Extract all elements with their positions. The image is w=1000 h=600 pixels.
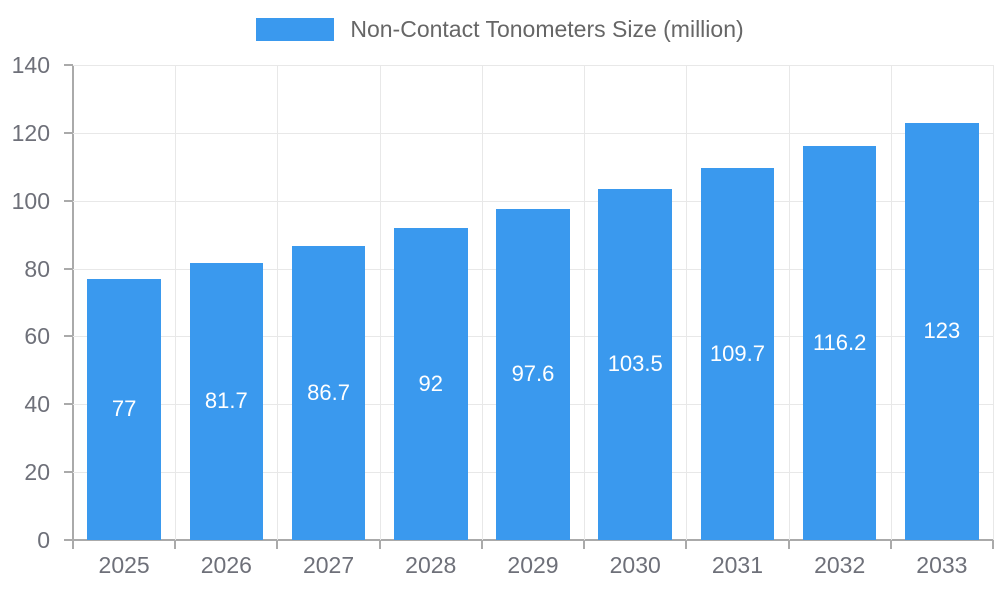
y-axis-line bbox=[72, 65, 74, 540]
y-axis-tick bbox=[64, 471, 73, 474]
bar[interactable]: 97.6 bbox=[496, 208, 570, 540]
plot-area: 77 81.7 86.7 92 97.6 103.5 109.7 116.2 123 bbox=[64, 64, 994, 549]
v-gridline bbox=[584, 65, 586, 540]
x-axis-line bbox=[73, 539, 993, 541]
x-axis-tick bbox=[378, 540, 381, 549]
v-gridline bbox=[481, 65, 483, 540]
x-axis-tick bbox=[480, 540, 483, 549]
bar[interactable]: 123 bbox=[905, 122, 979, 540]
y-axis-label: 140 bbox=[11, 52, 50, 78]
y-axis-tick bbox=[64, 131, 73, 134]
x-axis-label: 2026 bbox=[200, 552, 252, 578]
v-gridline bbox=[993, 65, 994, 540]
y-axis-tick bbox=[64, 64, 73, 66]
h-gridline bbox=[73, 65, 993, 66]
y-axis-tick bbox=[64, 539, 73, 541]
y-axis-label: 0 bbox=[37, 527, 50, 553]
x-axis-label: 2030 bbox=[609, 552, 661, 578]
v-gridline bbox=[788, 65, 790, 540]
y-axis-label: 120 bbox=[11, 119, 50, 146]
bar[interactable]: 103.5 bbox=[598, 188, 673, 540]
v-gridline bbox=[277, 65, 279, 540]
x-axis-label: 2025 bbox=[98, 552, 150, 578]
y-axis-label: 100 bbox=[11, 187, 50, 214]
bar-value-label: 103.5 bbox=[607, 351, 663, 377]
x-axis-label: 2028 bbox=[405, 552, 457, 578]
y-axis-label: 80 bbox=[24, 255, 50, 282]
bar[interactable]: 109.7 bbox=[700, 167, 775, 540]
x-axis-tick bbox=[992, 540, 994, 549]
v-gridline bbox=[890, 65, 892, 540]
bar[interactable]: 81.7 bbox=[189, 262, 264, 540]
bar[interactable]: 77 bbox=[87, 278, 161, 540]
v-gridline bbox=[175, 65, 177, 540]
y-axis-tick bbox=[64, 403, 73, 406]
y-axis-tick bbox=[64, 199, 73, 202]
bar[interactable]: 86.7 bbox=[291, 245, 366, 540]
v-gridline bbox=[686, 65, 688, 540]
bar-value-label: 97.6 bbox=[511, 361, 555, 387]
bar-value-label: 77 bbox=[111, 396, 137, 422]
x-axis-tick bbox=[276, 540, 279, 549]
x-axis-label: 2029 bbox=[507, 552, 559, 578]
bar-value-label: 86.7 bbox=[307, 379, 350, 405]
x-axis-tick bbox=[787, 540, 790, 549]
h-gridline bbox=[73, 132, 993, 134]
legend-swatch bbox=[256, 18, 335, 41]
x-axis-label: 2032 bbox=[814, 552, 866, 578]
y-axis-label: 20 bbox=[24, 459, 50, 486]
x-axis-label: 2033 bbox=[916, 552, 968, 578]
y-axis-tick bbox=[64, 267, 73, 270]
x-axis-label: 2031 bbox=[711, 552, 764, 578]
bar-value-label: 123 bbox=[923, 318, 961, 344]
bar[interactable]: 116.2 bbox=[802, 145, 877, 540]
y-axis-tick bbox=[64, 335, 73, 338]
x-axis-tick bbox=[685, 540, 688, 549]
bar-value-label: 81.7 bbox=[204, 388, 248, 414]
v-gridline bbox=[379, 65, 381, 540]
x-axis-label: 2027 bbox=[302, 552, 355, 578]
bar-value-label: 92 bbox=[418, 370, 443, 396]
x-axis-tick bbox=[174, 540, 177, 549]
bar[interactable]: 92 bbox=[393, 227, 468, 540]
x-axis-tick bbox=[889, 540, 892, 549]
bar-value-label: 116.2 bbox=[812, 329, 867, 355]
bar-value-label: 109.7 bbox=[709, 340, 765, 366]
h-gridline bbox=[73, 200, 993, 202]
legend[interactable]: Non-Contact Tonometers Size (million) bbox=[0, 18, 1000, 41]
x-axis-tick bbox=[72, 540, 74, 549]
x-axis-tick bbox=[583, 540, 586, 549]
legend-label: Non-Contact Tonometers Size (million) bbox=[350, 16, 744, 42]
y-axis-label: 40 bbox=[24, 391, 50, 418]
y-axis-label: 60 bbox=[24, 323, 50, 350]
